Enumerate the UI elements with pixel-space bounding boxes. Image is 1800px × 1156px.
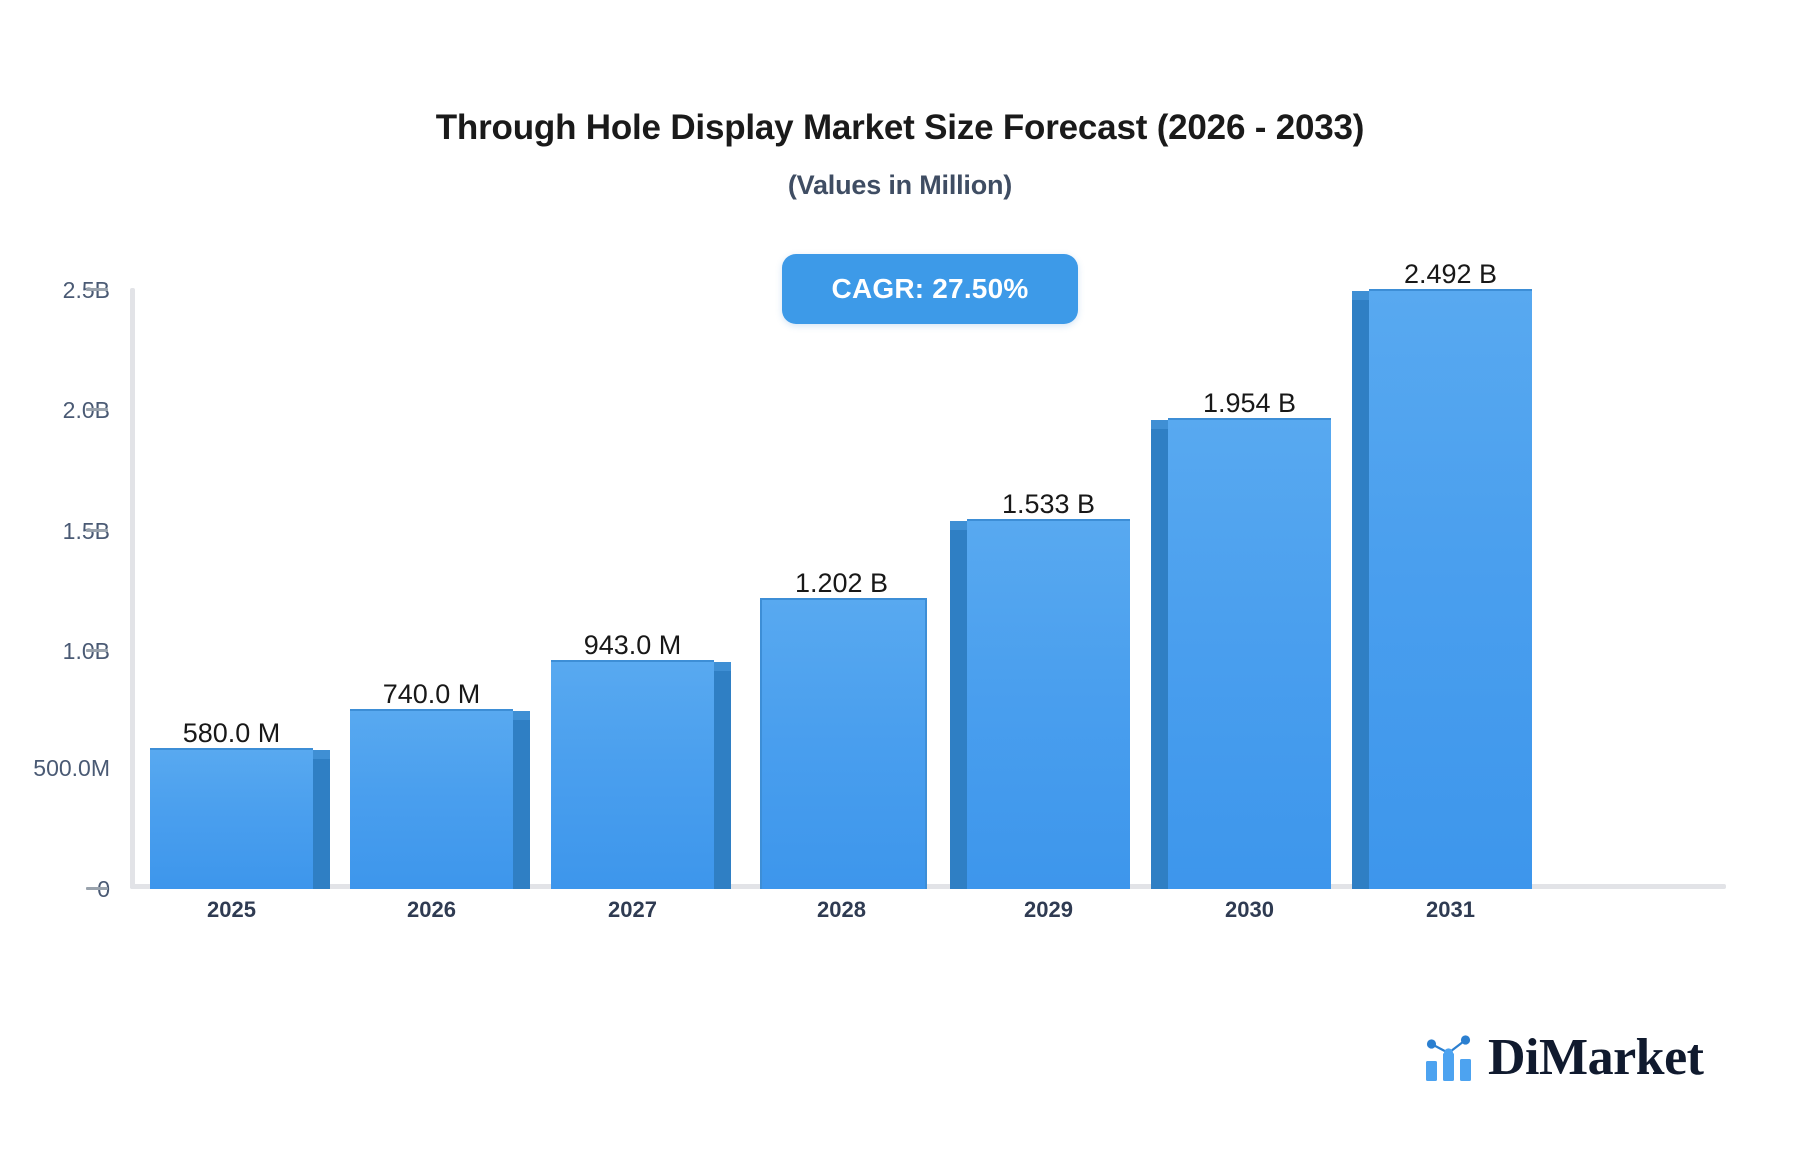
dimarket-logo: DiMarket (1424, 1029, 1704, 1086)
y-tick-mark-1 (86, 408, 108, 411)
bar-label-2026: 740.0 M (382, 679, 481, 709)
bar-label-2027: 943.0 M (583, 630, 682, 660)
y-tick-label-4: 500.0M (33, 755, 110, 781)
y-tick-mark-3 (86, 649, 108, 652)
bar-label-2028: 1.202 B (794, 568, 889, 598)
bar-side-top-2029 (950, 521, 967, 530)
bar-label-2025: 580.0 M (182, 718, 281, 748)
bar-side-top-2031 (1352, 291, 1369, 300)
bar-2030 (1151, 418, 1331, 889)
bar-side-2030 (1151, 429, 1168, 889)
y-tick-mark-2 (86, 529, 108, 532)
x-axis-label-2026: 2026 (407, 897, 456, 922)
bar-label-2030: 1.954 B (1202, 388, 1297, 418)
bar-2029 (950, 519, 1130, 889)
bar-side-top-2025 (313, 750, 330, 759)
cagr-badge-label: CAGR: 27.50% (831, 273, 1029, 304)
cagr-badge: CAGR: 27.50% (782, 254, 1078, 324)
bar-front-2028 (760, 598, 927, 889)
x-axis-label-2027: 2027 (608, 897, 657, 922)
bar-side-2029 (950, 530, 967, 889)
bar-chart-trend-icon (1426, 1035, 1471, 1081)
logo-text: DiMarket (1488, 1029, 1704, 1086)
bar-2027 (551, 660, 731, 889)
bar-front-2027 (551, 660, 714, 889)
bar-front-2025 (150, 748, 313, 889)
chart-subtitle: (Values in Million) (787, 170, 1013, 200)
bar-side-top-2027 (714, 662, 731, 671)
bar-2026 (350, 709, 530, 889)
bar-side-2031 (1352, 300, 1369, 889)
bar-2025 (150, 748, 330, 889)
bar-side-2026 (513, 720, 530, 889)
x-axis-label-2031: 2031 (1426, 897, 1475, 922)
bar-side-top-2030 (1151, 420, 1168, 429)
bar-front-2030 (1168, 418, 1331, 889)
bar-2028 (760, 598, 927, 889)
bar-2031 (1352, 289, 1532, 889)
page-title: Through Hole Display Market Size Forecas… (435, 108, 1365, 147)
x-axis-line (130, 884, 1726, 889)
y-tick-mark-5 (86, 887, 108, 890)
bar-label-2031: 2.492 B (1403, 259, 1498, 289)
x-axis-label-2025: 2025 (207, 897, 256, 922)
bar-label-2029: 1.533 B (1001, 489, 1096, 519)
bar-side-2025 (313, 759, 330, 889)
x-axis-label-2029: 2029 (1024, 897, 1073, 922)
bar-front-2026 (350, 709, 513, 889)
bar-side-top-2026 (513, 711, 530, 720)
bar-front-2031 (1369, 289, 1532, 889)
x-axis-label-2028: 2028 (817, 897, 866, 922)
bar-front-2029 (967, 519, 1130, 889)
y-axis-line (130, 288, 135, 889)
y-tick-mark-0 (86, 288, 108, 291)
x-axis-label-2030: 2030 (1225, 897, 1274, 922)
bar-side-2027 (714, 671, 731, 889)
